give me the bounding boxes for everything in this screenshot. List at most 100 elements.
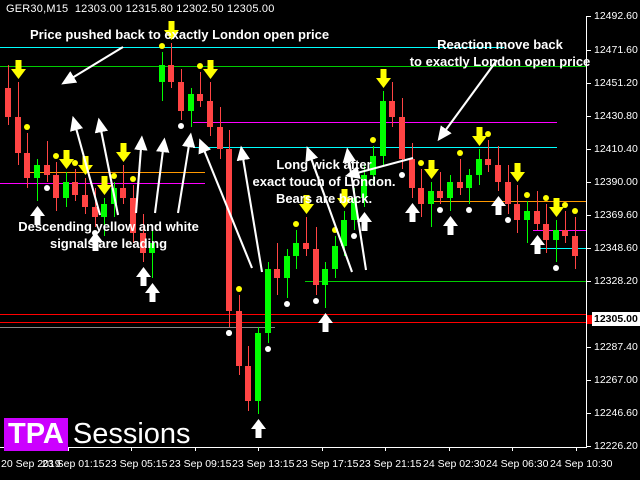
candle-wick (200, 71, 201, 108)
candle-body (265, 268, 271, 334)
signal-dot-yellow (293, 221, 299, 228)
price-tick (587, 380, 591, 382)
candle-body (149, 242, 155, 253)
price-label: 12492.60 (594, 10, 638, 22)
signal-arrow-down (164, 20, 179, 40)
signal-dot-white (505, 216, 511, 223)
price-tick (587, 16, 591, 17)
price-tick (587, 214, 591, 216)
candle-body (562, 230, 568, 237)
price-label: 12348.60 (594, 242, 638, 255)
signal-arrow-up (357, 212, 372, 232)
candle-body (63, 181, 69, 198)
price-label: 12226.20 (594, 440, 638, 452)
price-label: 12328.20 (594, 275, 638, 288)
time-label: 23 Sep 05:15 (105, 458, 168, 470)
candle-wick (123, 165, 124, 205)
signal-dot-yellow (457, 150, 463, 156)
candle-body (341, 220, 347, 247)
session-line-price-line-red-upper (0, 313, 586, 315)
price-label: 12410.40 (594, 142, 638, 155)
signal-dot-white (466, 207, 472, 214)
candle-body (159, 65, 165, 82)
signal-dot-white (226, 329, 232, 336)
candle-body (514, 204, 520, 221)
candle-wick (565, 210, 566, 243)
time-label: 23 Sep 21:15 (359, 458, 422, 470)
candle-body (303, 242, 309, 250)
price-label: 12267.00 (594, 374, 638, 387)
candle-body (543, 223, 549, 240)
signal-arrow-down (424, 159, 439, 179)
candle-body (505, 181, 511, 205)
signal-dot-yellow (159, 43, 165, 50)
time-tick (131, 447, 132, 451)
signal-dot-white (313, 297, 319, 304)
signal-arrow-up (443, 215, 458, 235)
session-line-session-green-lower (304, 281, 586, 283)
candle-body (168, 65, 174, 82)
price-label: 12430.80 (594, 109, 638, 122)
time-label: 23 Sep 17:15 (296, 458, 359, 470)
candle-body (457, 181, 463, 189)
candle-body (524, 210, 530, 221)
signal-arrow-down (549, 198, 564, 218)
candle-body (284, 255, 290, 279)
candle-body (53, 175, 59, 198)
candle-body (418, 188, 424, 205)
signal-arrow-up (251, 419, 266, 439)
signal-arrow-up (30, 205, 45, 225)
signal-dot-yellow (543, 195, 549, 202)
candle-body (553, 230, 559, 240)
candle-wick (171, 42, 172, 88)
candle-body (245, 365, 251, 402)
signal-dot-yellow (197, 62, 203, 69)
annotation-descending-signals: Descending yellow and white signals are … (18, 219, 199, 251)
signal-arrow-down (116, 143, 131, 163)
time-tick (322, 447, 323, 451)
signal-arrow-down (97, 175, 112, 195)
time-tick (449, 447, 450, 451)
time-tick (258, 447, 259, 451)
candle-wick (325, 262, 326, 308)
logo-badge: TPA (4, 418, 68, 451)
signal-arrow-up (318, 312, 333, 332)
price-label: 12287.40 (594, 341, 638, 354)
candle-body (322, 268, 328, 285)
candle-body (293, 242, 299, 256)
price-tick (587, 148, 591, 150)
session-line-session-magenta-mid (193, 122, 557, 124)
candle-body (437, 191, 443, 198)
time-label: 24 Sep 06:30 (486, 458, 549, 470)
session-line-session-cyan-right (539, 247, 586, 249)
candle-wick (152, 230, 153, 279)
price-tick (587, 347, 591, 349)
session-line-session-green-upper (0, 66, 586, 68)
price-axis-line (586, 16, 587, 447)
time-tick (385, 447, 386, 451)
candle-body (207, 100, 213, 127)
signal-arrow-down (472, 127, 487, 147)
symbol-header: GER30,M15 12303.00 12315.80 12302.50 123… (6, 3, 275, 15)
candle-wick (488, 139, 489, 172)
price-scale[interactable]: 12492.60 12471.60 12451.20 12430.80 12410.40… (587, 0, 640, 480)
price-tick (587, 115, 591, 117)
signal-dot-yellow (524, 191, 530, 198)
candle-wick (37, 159, 38, 201)
candle-body (15, 117, 21, 153)
candle-body (236, 310, 242, 366)
signal-dot-white (553, 265, 559, 272)
time-label: 23 Sep 13:15 (232, 458, 295, 470)
candle-body (5, 87, 11, 118)
time-label: 23 Sep 09:15 (169, 458, 232, 470)
annotation-reaction-move-back: Reaction move back to exactly London ope… (409, 37, 591, 69)
candle-body (101, 204, 107, 218)
signal-dot-white (178, 123, 184, 130)
price-label: 12246.60 (594, 407, 638, 420)
time-tick (512, 447, 513, 451)
price-tick (587, 82, 591, 84)
signal-dot-white (284, 300, 290, 307)
candle-body (389, 100, 395, 118)
candle-body (188, 94, 194, 111)
